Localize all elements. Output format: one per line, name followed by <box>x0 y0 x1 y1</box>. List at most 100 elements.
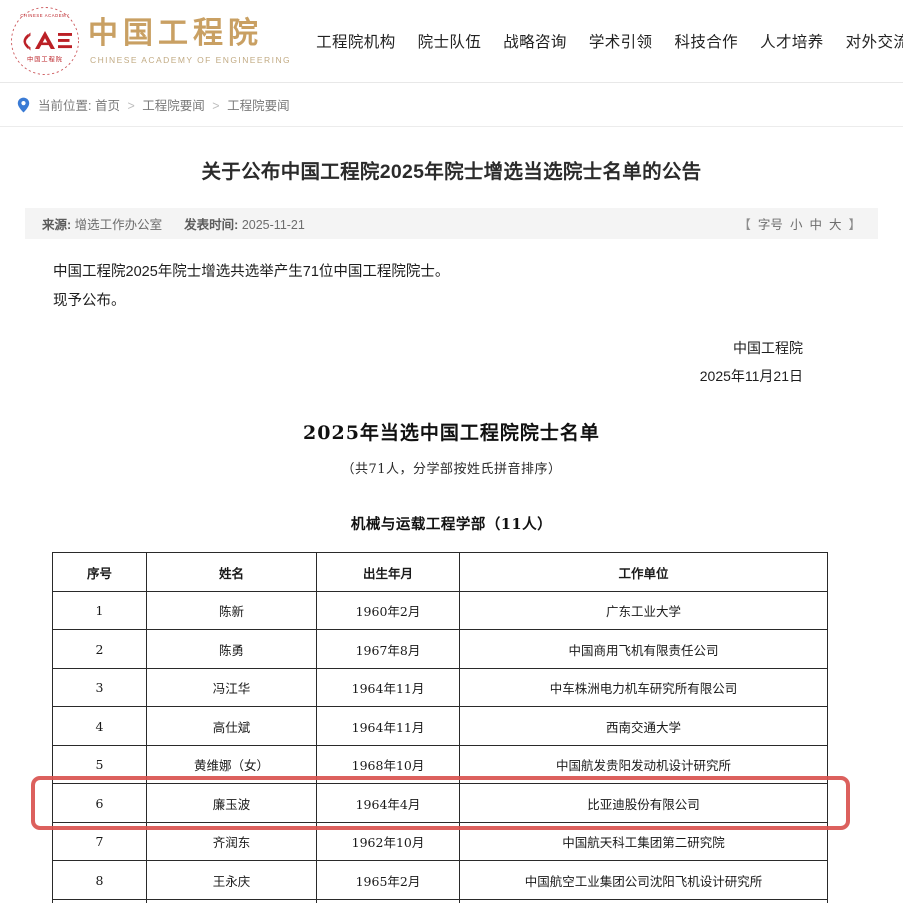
breadcrumb-prefix: 当前位置: <box>38 99 92 113</box>
cell-birth: 1965年2月 <box>316 860 460 900</box>
cell-org: 比亚迪股份有限公司 <box>459 783 828 823</box>
table-header-row: 序号 姓名 出生年月 工作单位 <box>52 552 828 592</box>
cell-no: 2 <box>52 629 147 669</box>
nav-item-3[interactable]: 学术引领 <box>588 34 653 51</box>
article-meta-left: 来源: 增选工作办公室 发表时间: 2025-11-21 <box>42 214 305 233</box>
nav-item-6[interactable]: 对外交流 <box>845 34 903 51</box>
table-row: 7 齐润东 1962年10月 中国航天科工集团第二研究院 <box>52 821 828 862</box>
cell-no: 3 <box>52 667 147 708</box>
fontsize-large-button[interactable]: 大 <box>828 218 842 233</box>
cell-name: 王永庆 <box>146 860 317 900</box>
cell-birth: 1968年10月 <box>316 744 460 785</box>
table-row-highlighted: 6 廉玉波 1964年4月 比亚迪股份有限公司 <box>52 783 828 823</box>
article-signature: 中国工程院 2025年11月21日 <box>25 316 878 390</box>
cell-org: 广东工业大学 <box>459 590 828 631</box>
cell-birth: 1962年2月 <box>316 898 460 903</box>
location-pin-icon <box>17 97 30 113</box>
breadcrumb-text: 当前位置: 首页 > 工程院要闻 > 工程院要闻 <box>38 95 290 114</box>
roster-subtitle: （共71人，分学部按姓氏拼音排序） <box>341 462 562 478</box>
breadcrumb-sep-0: > <box>127 99 135 113</box>
roster-table: 序号 姓名 出生年月 工作单位 1 陈新 1960年2月 广东工业大学 2 <box>52 552 828 903</box>
fontsize-bracket-close: 】 <box>848 218 861 233</box>
brand-name-en: CHINESE ACADEMY OF ENGINEERING <box>90 55 292 66</box>
cell-name: 陈勇 <box>146 629 317 669</box>
cell-no: 9 <box>52 898 147 903</box>
cell-no: 7 <box>52 821 147 862</box>
nav-item-1[interactable]: 院士队伍 <box>417 34 482 51</box>
signature-date: 2025年11月21日 <box>699 368 803 385</box>
table-row: 3 冯江华 1964年11月 中车株洲电力机车研究所有限公司 <box>52 667 828 708</box>
column-header-org: 工作单位 <box>459 552 828 592</box>
roster-title: 2025年当选中国工程院院士名单 <box>303 422 600 445</box>
cell-name: 王增全 <box>146 898 317 903</box>
signature-org: 中国工程院 <box>733 340 803 357</box>
cell-no: 1 <box>52 590 147 631</box>
column-header-no: 序号 <box>52 552 147 592</box>
cell-name: 廉玉波 <box>146 783 317 823</box>
breadcrumb-sep-1: > <box>212 99 220 113</box>
table-row: 8 王永庆 1965年2月 中国航空工业集团公司沈阳飞机设计研究所 <box>52 860 828 900</box>
nav-item-4[interactable]: 科技合作 <box>674 34 739 51</box>
article-meta-bar: 来源: 增选工作办公室 发表时间: 2025-11-21 【 字号 小 中 大 … <box>25 208 878 240</box>
roster-table-head: 序号 姓名 出生年月 工作单位 <box>52 552 828 592</box>
fontsize-small-button[interactable]: 小 <box>789 218 803 233</box>
table-row: 2 陈勇 1967年8月 中国商用飞机有限责任公司 <box>52 629 828 669</box>
cell-name: 齐润东 <box>146 821 317 862</box>
cell-org: 中国航空工业集团公司沈阳飞机设计研究所 <box>459 860 828 900</box>
cell-org: 中国兵器工业集团第七〇研究所 <box>459 898 828 903</box>
cell-birth: 1967年8月 <box>316 629 460 669</box>
cell-org: 西南交通大学 <box>459 706 828 746</box>
nav-item-0[interactable]: 工程院机构 <box>316 34 396 51</box>
article-date: 发表时间: 2025-11-21 <box>184 214 305 233</box>
cell-birth: 1962年10月 <box>316 821 460 862</box>
fontsize-label: 字号 <box>757 218 783 233</box>
site-logo[interactable]: CHINESE ACADEMY 中国工程院 中国工程院 CHINESE ACAD… <box>8 4 291 78</box>
cell-org: 中国航天科工集团第二研究院 <box>459 821 828 862</box>
cae-emblem-icon: CHINESE ACADEMY 中国工程院 <box>8 4 82 78</box>
cell-no: 4 <box>52 706 147 746</box>
cell-org: 中车株洲电力机车研究所有限公司 <box>459 667 828 708</box>
breadcrumb: 当前位置: 首页 > 工程院要闻 > 工程院要闻 <box>0 83 903 127</box>
roster-table-wrap: 序号 姓名 出生年月 工作单位 1 陈新 1960年2月 广东工业大学 2 <box>25 534 878 903</box>
fontsize-medium-button[interactable]: 中 <box>809 218 822 233</box>
svg-text:中国工程院: 中国工程院 <box>27 56 63 64</box>
article-source: 来源: 增选工作办公室 <box>42 214 162 233</box>
column-header-birth: 出生年月 <box>316 552 460 592</box>
table-row: 1 陈新 1960年2月 广东工业大学 <box>52 590 828 631</box>
main-nav: 工程院机构 院士队伍 战略咨询 学术引领 科技合作 人才培养 对外交流 互动交流 <box>305 26 903 56</box>
cell-org: 中国航发贵阳发动机设计研究所 <box>459 744 828 785</box>
breadcrumb-item-2[interactable]: 工程院要闻 <box>227 99 290 113</box>
page-title: 关于公布中国工程院2025年院士增选当选院士名单的公告 <box>201 161 702 183</box>
table-row: 5 黄维娜（女） 1968年10月 中国航发贵阳发动机设计研究所 <box>52 744 828 785</box>
article-date-label: 发表时间: <box>184 218 239 233</box>
cell-no: 8 <box>52 860 147 900</box>
table-row: 9 王增全 1962年2月 中国兵器工业集团第七〇研究所 <box>52 898 828 903</box>
article-source-value: 增选工作办公室 <box>74 218 163 233</box>
column-header-name: 姓名 <box>146 552 317 592</box>
cell-birth: 1960年2月 <box>316 590 460 631</box>
svg-text:CHINESE ACADEMY: CHINESE ACADEMY <box>20 13 69 18</box>
cell-no: 5 <box>52 744 147 785</box>
cell-birth: 1964年11月 <box>316 706 460 746</box>
department-title: 机械与运载工程学部（11人） <box>350 516 553 534</box>
cell-name: 冯江华 <box>146 667 317 708</box>
nav-item-5[interactable]: 人才培养 <box>760 34 824 51</box>
roster-table-body: 1 陈新 1960年2月 广东工业大学 2 陈勇 1967年8月 中国商用飞机有… <box>52 590 828 903</box>
site-header: CHINESE ACADEMY 中国工程院 中国工程院 CHINESE ACAD… <box>0 0 903 83</box>
cell-name: 陈新 <box>146 590 317 631</box>
cell-name: 黄维娜（女） <box>146 744 317 785</box>
article-source-label: 来源: <box>42 218 72 233</box>
cell-org: 中国商用飞机有限责任公司 <box>459 629 828 669</box>
fontsize-bracket-open: 【 <box>738 218 751 233</box>
cell-no: 6 <box>52 783 147 823</box>
article-body: 中国工程院2025年院士增选共选举产生71位中国工程院院士。 现予公布。 <box>25 239 878 316</box>
article-date-value: 2025-11-21 <box>241 218 305 233</box>
nav-item-2[interactable]: 战略咨询 <box>503 34 567 51</box>
cell-birth: 1964年11月 <box>316 667 460 708</box>
cell-name: 高仕斌 <box>146 706 317 746</box>
breadcrumb-item-0[interactable]: 首页 <box>94 99 120 113</box>
breadcrumb-item-1[interactable]: 工程院要闻 <box>142 99 205 113</box>
article-paragraph-0: 中国工程院2025年院士增选共选举产生71位中国工程院院士。 <box>53 264 450 281</box>
font-size-control: 【 字号 小 中 大 】 <box>738 214 861 233</box>
